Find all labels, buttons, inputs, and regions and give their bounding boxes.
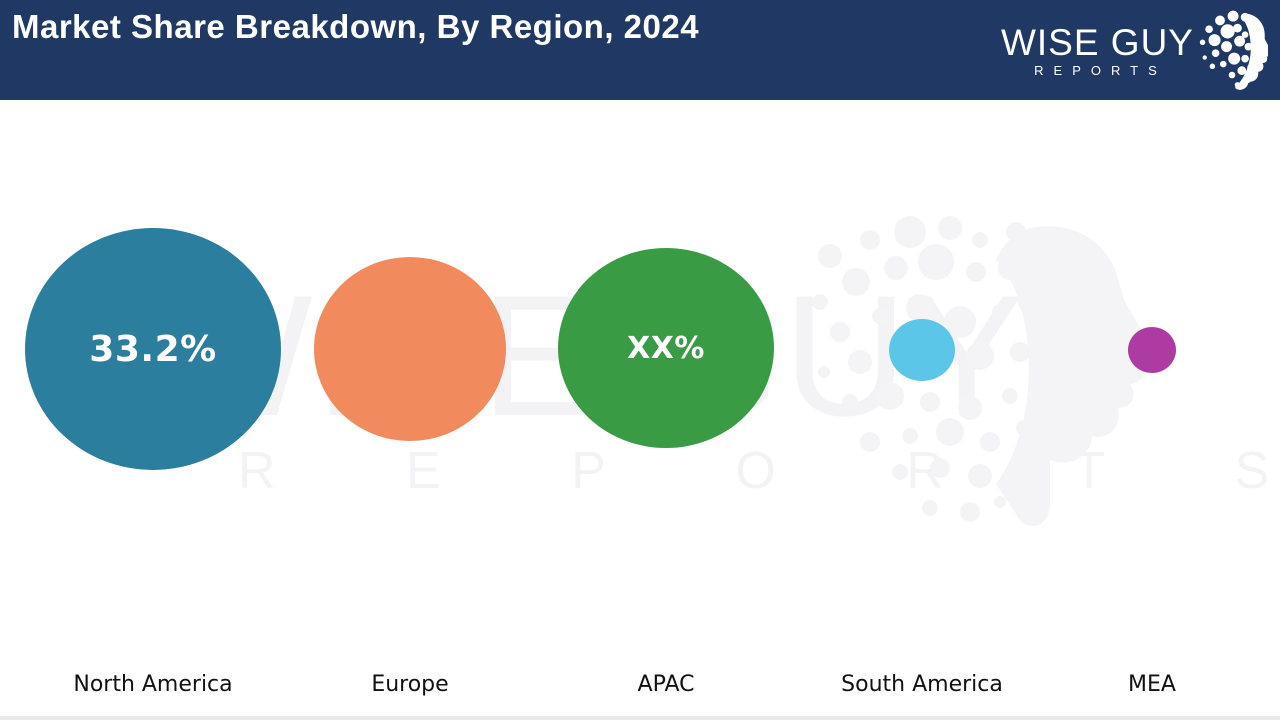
bubble-value-label: 33.2% [89, 328, 217, 370]
chart-area: WISE GUY R E P O R T S 33.2% XX% [0, 100, 1280, 720]
watermark-face-icon [812, 216, 1154, 527]
bubble-apac: XX% [558, 248, 774, 448]
watermark-subtext: R E P O R T S [238, 442, 1280, 500]
region-label-south-america: South America [841, 672, 1003, 697]
region-label-mea: MEA [1128, 672, 1176, 697]
logo-wordmark: WISE GUY [1000, 22, 1194, 64]
logo-subtext: REPORTS [1034, 62, 1167, 78]
bottom-edge-strip [0, 716, 1280, 720]
region-label-europe: Europe [371, 672, 449, 697]
logo-text: WISE GUY REPORTS [1000, 22, 1194, 78]
bubble-south-america [889, 319, 955, 381]
region-label-apac: APAC [637, 672, 695, 697]
region-label-north-america: North America [73, 672, 233, 697]
bubble-north-america: 33.2% [25, 228, 281, 470]
bubble-mea [1128, 327, 1176, 373]
page-title: Market Share Breakdown, By Region, 2024 [12, 8, 700, 45]
wiseguy-logo-face-icon [1199, 10, 1268, 90]
wiseguy-logo: WISE GUY REPORTS [1001, 5, 1268, 97]
bubble-europe [314, 257, 506, 441]
bubble-value-label: XX% [627, 330, 705, 366]
header: Market Share Breakdown, By Region, 2024 … [0, 0, 1280, 100]
